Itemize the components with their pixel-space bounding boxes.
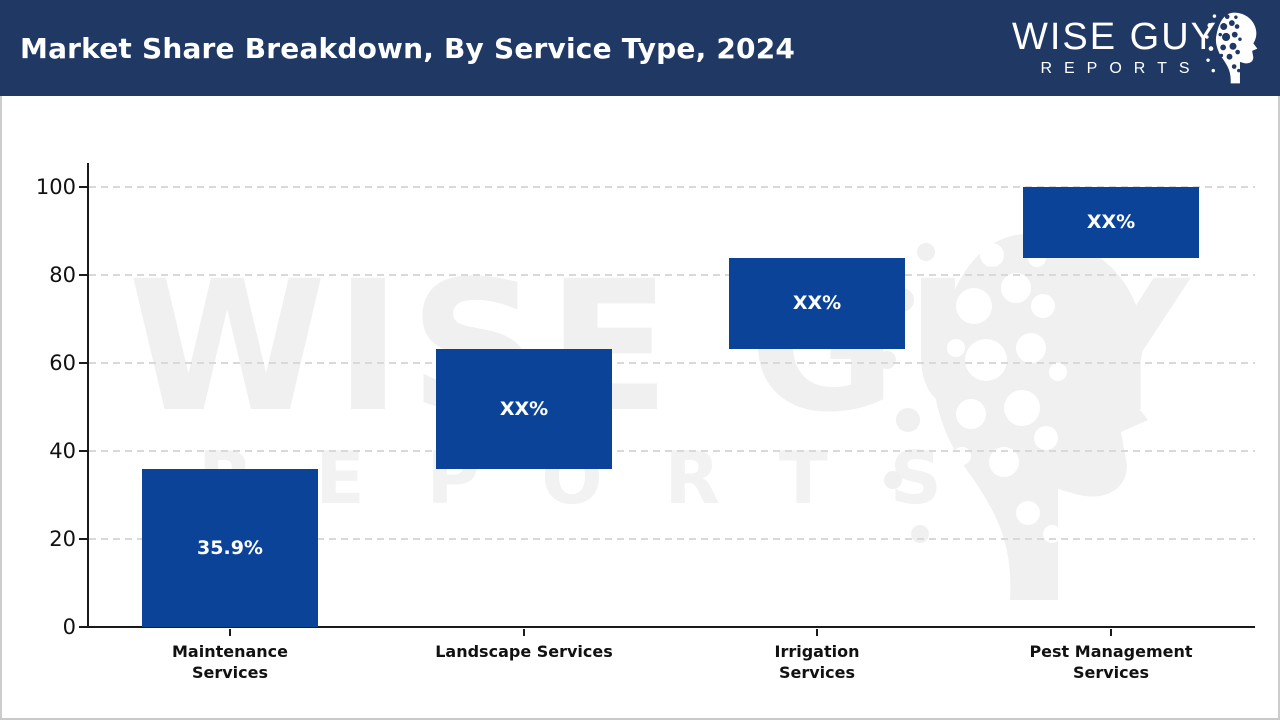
x-tick-mark (816, 629, 818, 636)
x-tick-mark (523, 629, 525, 636)
bar-segment: XX% (1023, 187, 1199, 258)
y-tick-label: 20 (49, 527, 76, 551)
x-category-label-line: Services (191, 663, 269, 682)
y-tick-label: 40 (49, 439, 76, 463)
gridline-20 (89, 538, 1255, 540)
logo-wordmark-block: WISE GUY REPORTS (1012, 18, 1218, 78)
bar-value-label: XX% (499, 397, 549, 420)
x-category-label-line: Pest Management (1029, 642, 1193, 661)
wiseguy-head-icon (1205, 12, 1258, 84)
y-tick-label: 80 (49, 263, 76, 287)
y-tick-mark (79, 626, 87, 628)
y-tick-mark (79, 538, 87, 540)
y-tick-label: 0 (62, 615, 76, 639)
y-tick-mark (79, 362, 87, 364)
logo-subtext: REPORTS (1040, 60, 1202, 77)
x-category-label: Landscape Services (378, 641, 670, 662)
logo-wordmark: WISE GUY (1011, 16, 1218, 58)
y-tick-mark (79, 186, 87, 188)
y-tick-mark (79, 274, 87, 276)
x-category-label-line: Landscape Services (435, 642, 613, 661)
bar-segment: XX% (436, 348, 612, 470)
gridline-100 (89, 186, 1255, 188)
x-category-label: Maintenance Services (84, 641, 376, 683)
bar-segment: 35.9% (142, 469, 318, 627)
y-tick-label: 60 (49, 351, 76, 375)
bar-segment: XX% (729, 257, 905, 349)
bar-value-label: XX% (1086, 211, 1136, 234)
x-category-label: Irrigation Services (671, 641, 963, 683)
bar-value-label: XX% (792, 292, 842, 315)
y-tick-mark (79, 450, 87, 452)
x-category-label: Pest Management Services (965, 641, 1257, 683)
y-axis-line (87, 163, 89, 628)
x-category-label-line: Services (778, 663, 856, 682)
bar-value-label: 35.9% (197, 537, 263, 559)
gridline-40 (89, 450, 1255, 452)
brand-logo: WISE GUY REPORTS (1012, 10, 1262, 86)
x-axis-line (87, 626, 1255, 628)
x-category-label-line: Irrigation (774, 642, 860, 661)
gridline-80 (89, 274, 1255, 276)
page-title: Market Share Breakdown, By Service Type,… (20, 31, 796, 65)
x-category-label-line: Services (1072, 663, 1150, 682)
x-tick-mark (1110, 629, 1112, 636)
x-tick-mark (229, 629, 231, 636)
gridline-60 (89, 362, 1255, 364)
y-tick-label: 100 (35, 175, 76, 199)
x-category-label-line: Maintenance (171, 642, 288, 661)
header-bar: Market Share Breakdown, By Service Type,… (0, 0, 1280, 96)
